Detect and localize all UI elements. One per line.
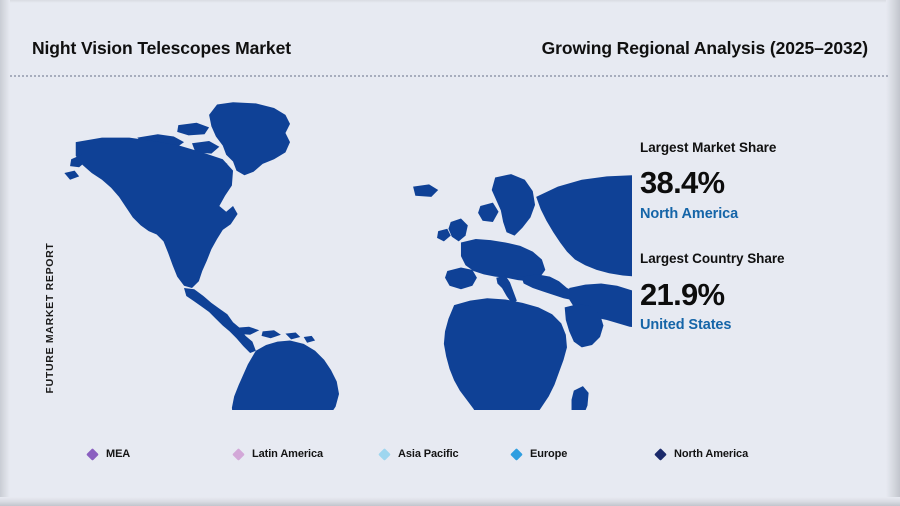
legend-item-label: Asia Pacific xyxy=(398,448,459,460)
legend-marker-diamond-icon xyxy=(378,447,391,461)
legend-item-label: Latin America xyxy=(252,448,324,460)
stat-value: 38.4% xyxy=(640,165,725,201)
stat-label: Largest Market Share xyxy=(640,140,777,155)
stat-block-country-share: Largest Country Share 21.9% United State… xyxy=(640,251,890,334)
legend-item-europe[interactable]: Europe xyxy=(510,447,568,461)
header-subtitle: Growing Regional Analysis (2025–2032) xyxy=(541,38,868,58)
legend-item-label: North America xyxy=(674,448,749,460)
stats-panel: Largest Market Share 38.4% North America… xyxy=(640,140,890,363)
card-frame-right xyxy=(886,0,900,506)
stat-value: 21.9% xyxy=(640,276,725,312)
legend-item-label: Europe xyxy=(530,448,568,460)
legend-marker-diamond-icon xyxy=(86,447,99,461)
card-frame-top xyxy=(0,0,900,3)
legend-marker-diamond-icon xyxy=(232,447,245,461)
brand-watermark-label: FUTURE MARKET REPORT xyxy=(44,242,56,394)
legend-item-asia-pacific[interactable]: Asia Pacific xyxy=(378,447,459,461)
stat-region: North America xyxy=(640,205,739,222)
legend-item-north-america[interactable]: North America xyxy=(654,447,749,461)
legend-item-mea[interactable]: MEA xyxy=(86,447,131,461)
header: Night Vision Telescopes Market Growing R… xyxy=(0,0,900,77)
page-title: Night Vision Telescopes Market xyxy=(32,38,291,58)
stat-block-market-share: Largest Market Share 38.4% North America xyxy=(640,140,890,223)
world-map-svg xyxy=(64,102,632,410)
stat-region: United States xyxy=(640,317,732,334)
legend-item-latin-america[interactable]: Latin America xyxy=(232,447,324,461)
world-map xyxy=(62,100,632,410)
map-legend: MEA Latin America Asia Pacific Europe No… xyxy=(86,447,808,468)
card-frame-bottom xyxy=(0,497,900,506)
stat-label: Largest Country Share xyxy=(640,251,785,267)
header-divider xyxy=(10,75,888,77)
legend-marker-diamond-icon xyxy=(510,447,523,461)
map-landmasses xyxy=(64,102,632,410)
card-frame-left xyxy=(0,0,10,506)
legend-marker-diamond-icon xyxy=(654,447,667,461)
legend-item-label: MEA xyxy=(106,448,131,460)
